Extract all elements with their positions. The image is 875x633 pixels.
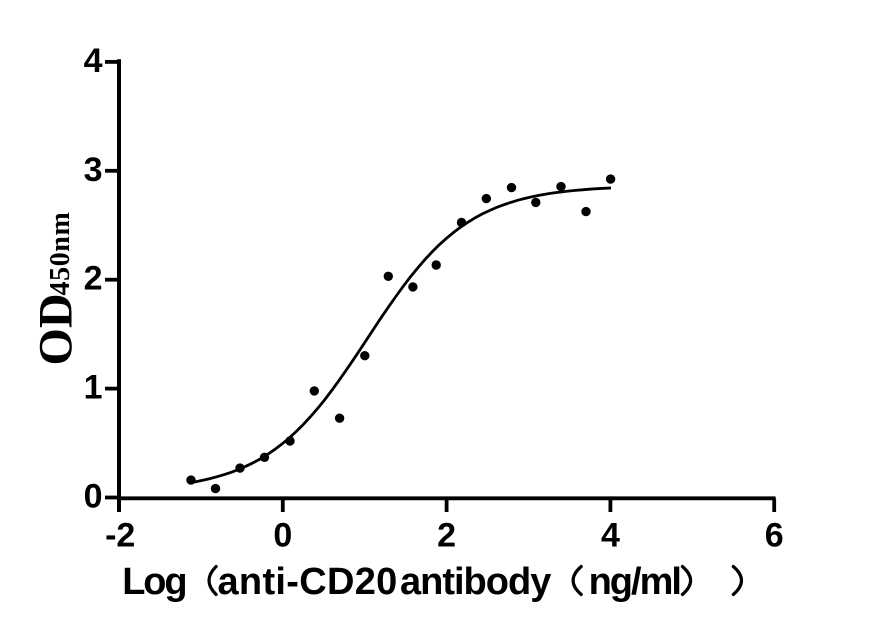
svg-text:0: 0: [84, 478, 103, 516]
svg-text:ng/ml: ng/ml: [589, 561, 680, 603]
svg-text:4: 4: [84, 42, 103, 80]
svg-text:3: 3: [84, 151, 103, 189]
svg-text:4: 4: [601, 516, 620, 554]
svg-text:0: 0: [273, 516, 292, 554]
svg-text:Log: Log: [122, 561, 185, 603]
svg-text:-2: -2: [105, 516, 135, 554]
svg-text:anti-CD20: anti-CD20: [218, 561, 398, 603]
svg-text:antibody: antibody: [400, 561, 551, 603]
svg-text:2: 2: [84, 260, 103, 298]
svg-text:1: 1: [84, 369, 103, 407]
svg-text:6: 6: [765, 516, 784, 554]
svg-text:2: 2: [437, 516, 456, 554]
